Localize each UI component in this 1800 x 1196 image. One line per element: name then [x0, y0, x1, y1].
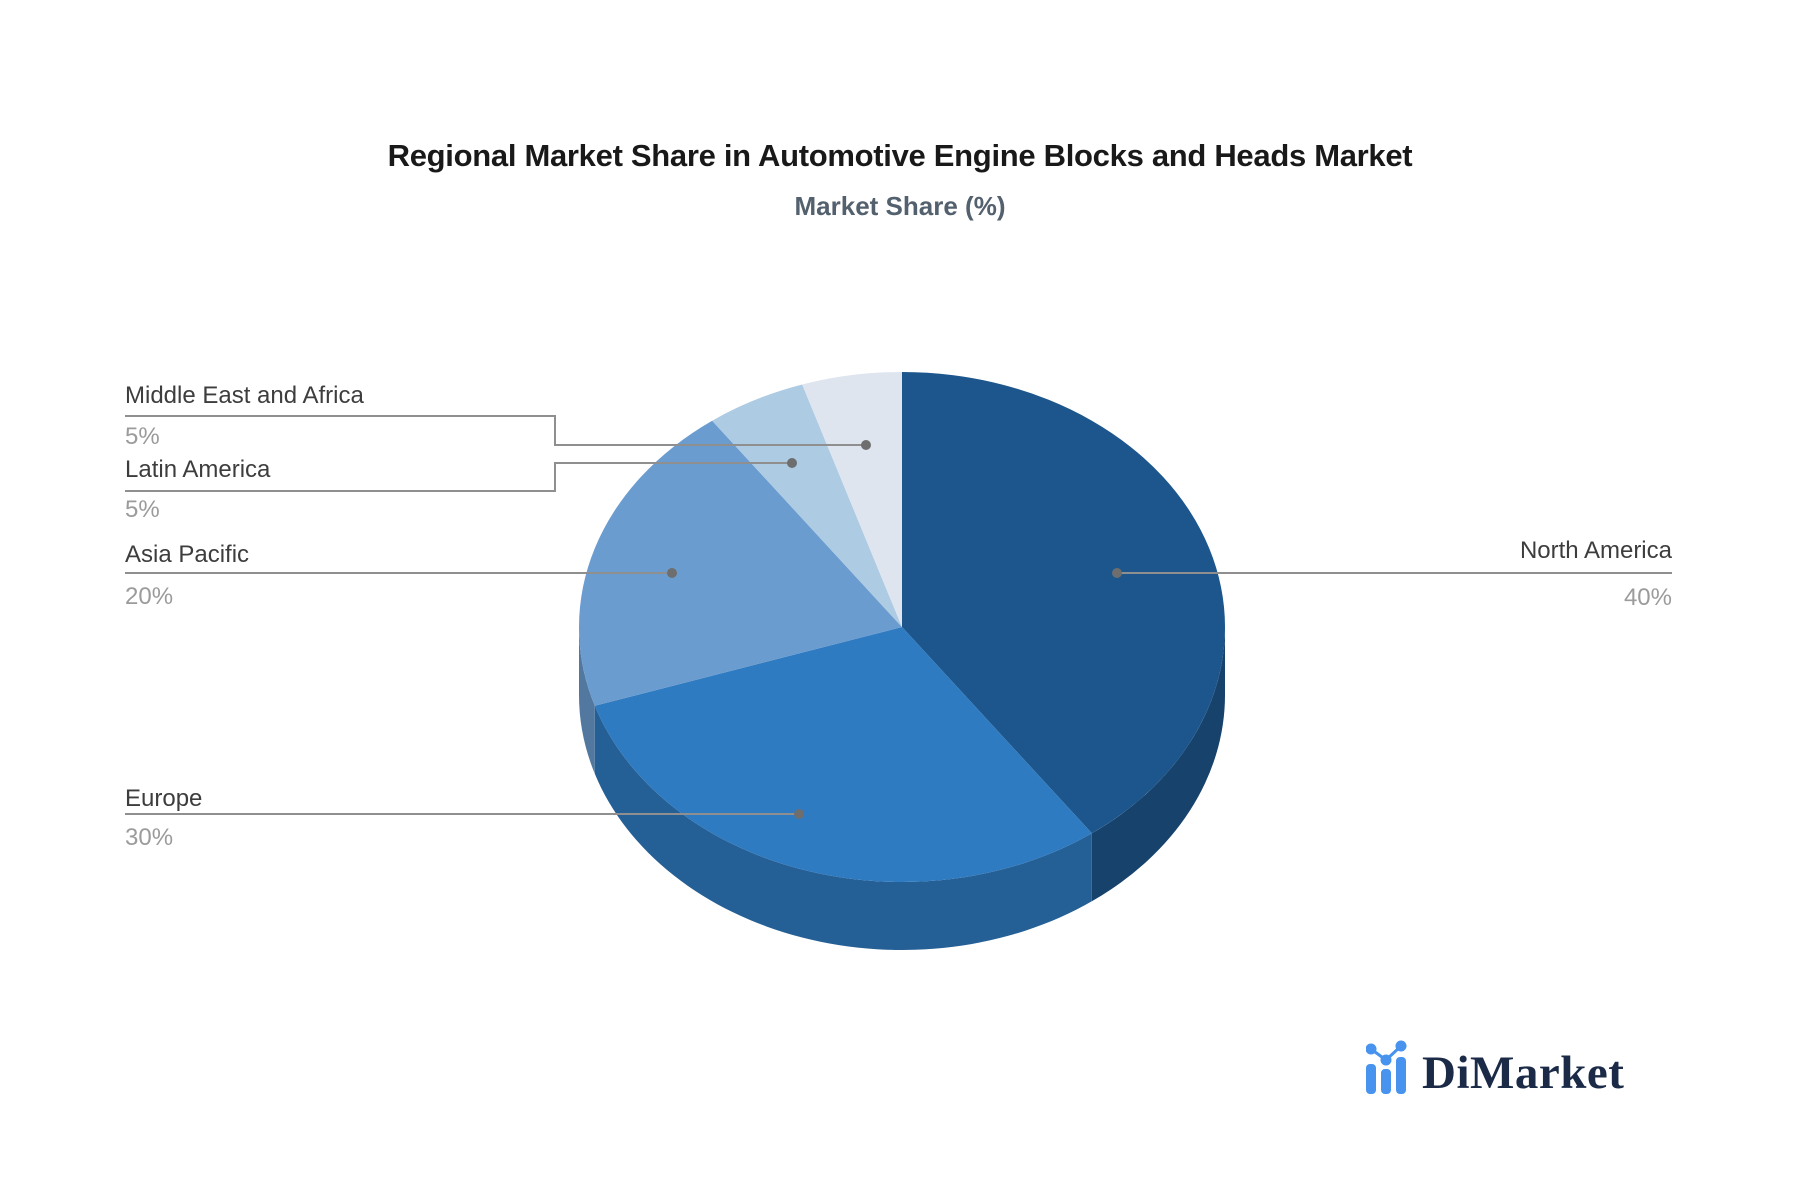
dimarket-logo: DiMarket	[1366, 1040, 1625, 1099]
logo-text: DiMarket	[1422, 1047, 1625, 1099]
pie-slice-north-america	[902, 372, 1225, 834]
callout-value-europe: 30%	[125, 824, 174, 851]
leader-dot-asia-pacific	[667, 568, 677, 578]
leader-dot-middle-east-and-africa	[861, 440, 871, 450]
chart-subtitle: Market Share (%)	[794, 191, 1006, 221]
pie-side-europe	[594, 705, 1092, 951]
leader-line-middle-east-and-africa	[125, 415, 866, 446]
callout-value-asia-pacific: 20%	[125, 583, 174, 610]
pie-side-asia-pacific	[579, 627, 595, 774]
callout-value-latin-america: 5%	[125, 496, 160, 523]
callout-value-middle-east-and-africa: 5%	[125, 423, 160, 450]
leader-dot-latin-america	[787, 458, 797, 468]
pie-slice-asia-pacific	[579, 420, 902, 706]
callout-value-north-america: 40%	[1623, 584, 1672, 611]
callout-label-europe: Europe	[125, 785, 203, 812]
callout-label-latin-america: Latin America	[125, 456, 271, 483]
pie-slice-middle-east-and-africa	[802, 372, 902, 627]
bar-chart-icon	[1366, 1040, 1407, 1094]
chart-title: Regional Market Share in Automotive Engi…	[387, 138, 1413, 173]
leader-dot-north-america	[1112, 568, 1122, 578]
pie-side-north-america	[1091, 627, 1225, 902]
callout-label-asia-pacific: Asia Pacific	[125, 541, 250, 568]
leader-line-latin-america	[125, 462, 792, 492]
pie-slice-europe	[594, 627, 1092, 882]
callout-label-middle-east-and-africa: Middle East and Africa	[125, 382, 364, 409]
leader-dot-europe	[794, 809, 804, 819]
callout-label-north-america: North America	[1519, 537, 1672, 564]
